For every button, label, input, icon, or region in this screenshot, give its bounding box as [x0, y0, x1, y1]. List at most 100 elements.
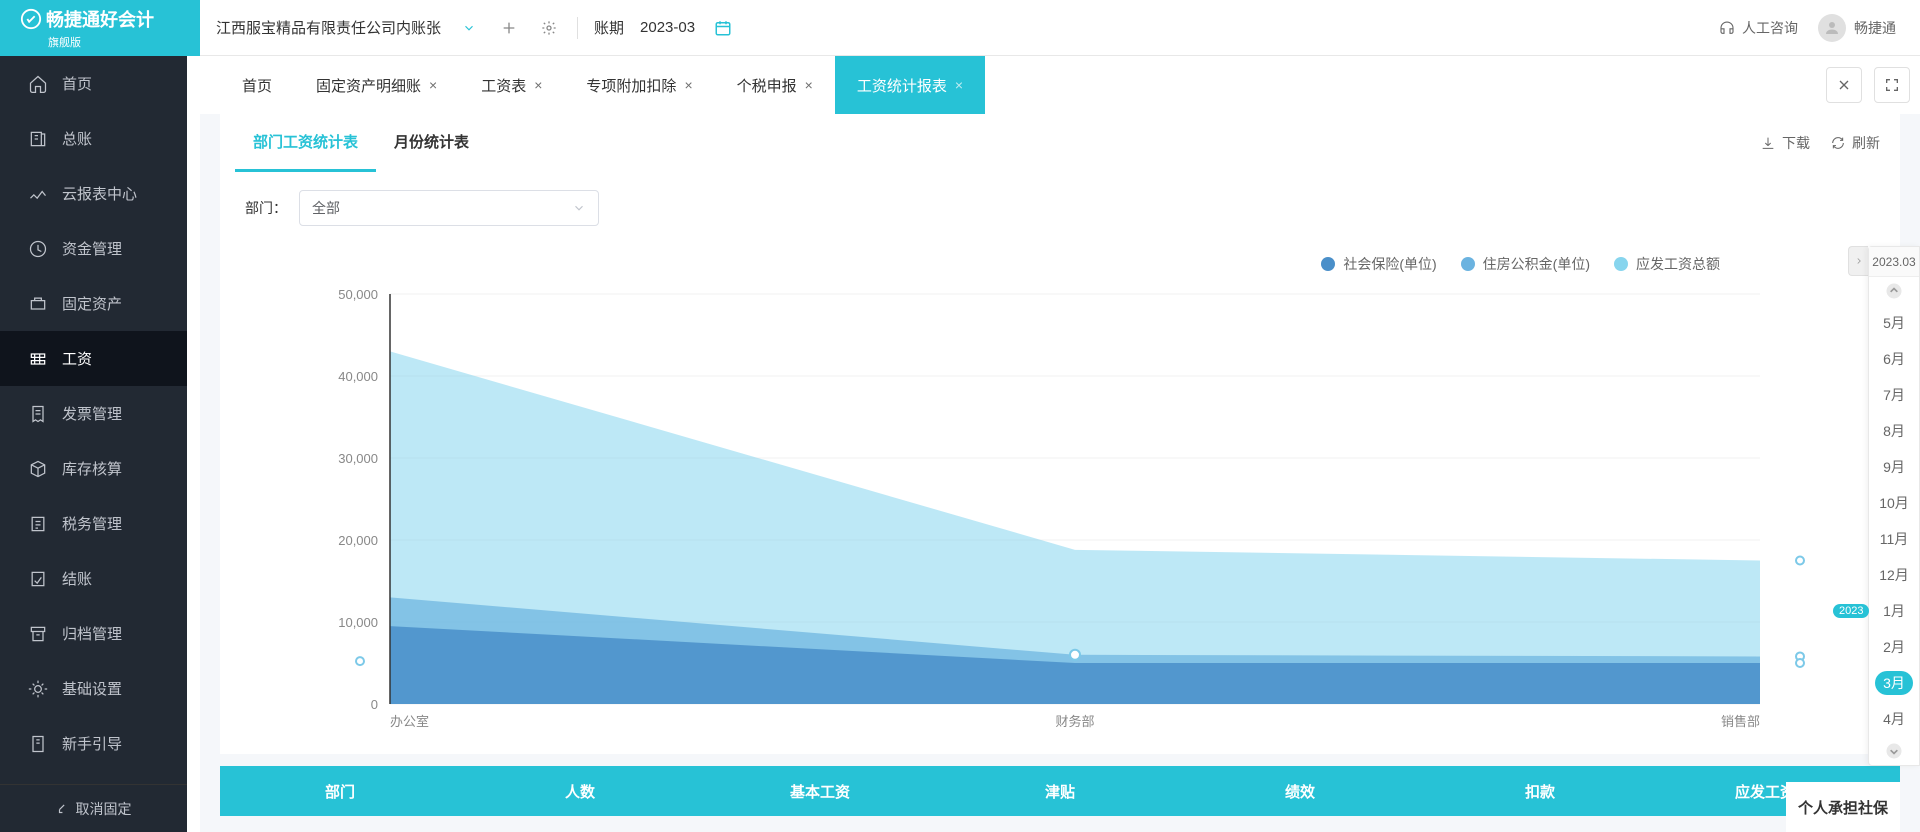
- sidebar-item-archive[interactable]: 归档管理: [0, 606, 187, 661]
- th: 扣款: [1420, 781, 1660, 802]
- refresh-text: 刷新: [1852, 133, 1880, 153]
- tab-label: 工资表: [481, 75, 526, 96]
- sidebar-item-ledger[interactable]: 总账: [0, 111, 187, 166]
- tab-close-icon[interactable]: ×: [805, 77, 813, 93]
- calendar-icon[interactable]: [711, 16, 735, 40]
- refresh-icon: [1830, 135, 1846, 151]
- month-item[interactable]: 9月: [1869, 449, 1919, 485]
- logo-text: 畅捷通好会计: [46, 6, 154, 32]
- sub-tab[interactable]: 部门工资统计表: [235, 114, 376, 172]
- month-rail-down[interactable]: [1869, 737, 1919, 765]
- month-label: 11月: [1880, 529, 1909, 549]
- y-tick-label: 10,000: [338, 615, 378, 630]
- tab-label: 个税申报: [737, 75, 797, 96]
- month-item[interactable]: 6月: [1869, 341, 1919, 377]
- month-label: 9月: [1883, 457, 1905, 477]
- month-item[interactable]: 2月: [1869, 629, 1919, 665]
- logo-icon: [20, 8, 42, 30]
- month-rail-up[interactable]: [1869, 277, 1919, 305]
- th: 基本工资: [700, 781, 940, 802]
- month-item[interactable]: 4月: [1869, 701, 1919, 737]
- month-label: 8月: [1883, 421, 1905, 441]
- sidebar-item-settings[interactable]: 基础设置: [0, 661, 187, 716]
- sidebar-item-invoice[interactable]: 发票管理: [0, 386, 187, 441]
- download-button[interactable]: 下载: [1760, 133, 1810, 153]
- sidebar-label: 归档管理: [62, 623, 122, 644]
- tab[interactable]: 专项附加扣除×: [564, 56, 714, 114]
- sidebar-item-funds[interactable]: 资金管理: [0, 221, 187, 276]
- sidebar-label: 首页: [62, 73, 92, 94]
- legend-item[interactable]: 住房公积金(单位): [1461, 254, 1590, 274]
- invoice-icon: [28, 404, 48, 424]
- tab[interactable]: 首页: [220, 56, 294, 114]
- tab-close-icon[interactable]: ×: [955, 77, 963, 93]
- sidebar-item-stock[interactable]: 库存核算: [0, 441, 187, 496]
- month-item[interactable]: 11月: [1869, 521, 1919, 557]
- month-rail-collapse[interactable]: [1848, 246, 1868, 276]
- month-item[interactable]: 20231月: [1869, 593, 1919, 629]
- funds-icon: [28, 239, 48, 259]
- tab[interactable]: 工资表 ×: [459, 56, 564, 114]
- fullscreen-icon[interactable]: [1874, 67, 1910, 103]
- month-item[interactable]: 10月: [1869, 485, 1919, 521]
- close-icon: [28, 569, 48, 589]
- close-all-tabs-icon[interactable]: [1826, 67, 1862, 103]
- legend-item[interactable]: 应发工资总额: [1614, 254, 1720, 274]
- headset-icon: [1718, 19, 1736, 37]
- legend-dot: [1614, 257, 1628, 271]
- legend-label: 应发工资总额: [1636, 254, 1720, 274]
- legend-item[interactable]: 社会保险(单位): [1321, 254, 1436, 274]
- month-item[interactable]: 12月: [1869, 557, 1919, 593]
- gear-icon[interactable]: [537, 16, 561, 40]
- logo-sub: 旗舰版: [48, 34, 200, 50]
- tab[interactable]: 固定资产明细账 ×: [294, 56, 459, 114]
- sidebar-item-guide[interactable]: 新手引导: [0, 716, 187, 771]
- sidebar-item-report[interactable]: 云报表中心: [0, 166, 187, 221]
- company-name: 江西服宝精品有限责任公司内账张: [216, 17, 441, 38]
- ledger-icon: [28, 129, 48, 149]
- chart-area: 社会保险(单位)住房公积金(单位)应发工资总额 010,00020,00030,…: [220, 244, 1900, 754]
- tab-close-icon[interactable]: ×: [534, 77, 542, 93]
- logo-main: 畅捷通好会计: [20, 6, 200, 32]
- tab-label: 固定资产明细账: [316, 75, 421, 96]
- month-label: 4月: [1883, 709, 1905, 729]
- toolbar-right: 下载 刷新: [1760, 133, 1880, 153]
- series-marker: [356, 657, 364, 665]
- month-item[interactable]: 8月: [1869, 413, 1919, 449]
- support-link[interactable]: 人工咨询: [1718, 18, 1798, 38]
- sidebar-item-close[interactable]: 结账: [0, 551, 187, 606]
- department-select[interactable]: 全部: [299, 190, 599, 226]
- add-icon[interactable]: [497, 16, 521, 40]
- tabs-row: 首页固定资产明细账×工资表×专项附加扣除×个税申报×工资统计报表×: [200, 56, 1920, 114]
- month-item[interactable]: 7月: [1869, 377, 1919, 413]
- tab-close-icon[interactable]: ×: [684, 77, 692, 93]
- x-tick-label: 办公室: [390, 714, 429, 729]
- unpin-icon: [56, 802, 70, 816]
- sidebar-label: 新手引导: [62, 733, 122, 754]
- user-area[interactable]: 畅捷通: [1818, 14, 1896, 42]
- sidebar-item-asset[interactable]: 固定资产: [0, 276, 187, 331]
- sidebar-label: 结账: [62, 568, 92, 589]
- sidebar-item-home[interactable]: 首页: [0, 56, 187, 111]
- header-right: 人工咨询 畅捷通: [1718, 14, 1920, 42]
- stock-icon: [28, 459, 48, 479]
- filter-label: 部门：: [245, 198, 287, 218]
- sidebar-unpin[interactable]: 取消固定: [0, 784, 187, 832]
- sidebar-label: 固定资产: [62, 293, 122, 314]
- company-dropdown-icon[interactable]: [457, 16, 481, 40]
- tab[interactable]: 个税申报 ×: [715, 56, 835, 114]
- sidebar-item-salary[interactable]: 工资: [0, 331, 187, 386]
- legend-dot: [1321, 257, 1335, 271]
- chart-legend: 社会保险(单位) 住房公积金(单位) 应发工资总额: [260, 254, 1860, 274]
- sub-tab[interactable]: 月份统计表: [376, 114, 487, 172]
- tab-close-icon[interactable]: ×: [429, 77, 437, 93]
- avatar: [1818, 14, 1846, 42]
- chevron-down-icon: [572, 201, 586, 215]
- table-extra-col: 个人承担社保: [1786, 782, 1900, 832]
- tab[interactable]: 工资统计报表×: [835, 56, 985, 114]
- refresh-button[interactable]: 刷新: [1830, 133, 1880, 153]
- month-item[interactable]: 3月: [1869, 665, 1919, 701]
- month-item[interactable]: 5月: [1869, 305, 1919, 341]
- sidebar-item-tax[interactable]: 税务管理: [0, 496, 187, 551]
- th: 绩效: [1180, 781, 1420, 802]
